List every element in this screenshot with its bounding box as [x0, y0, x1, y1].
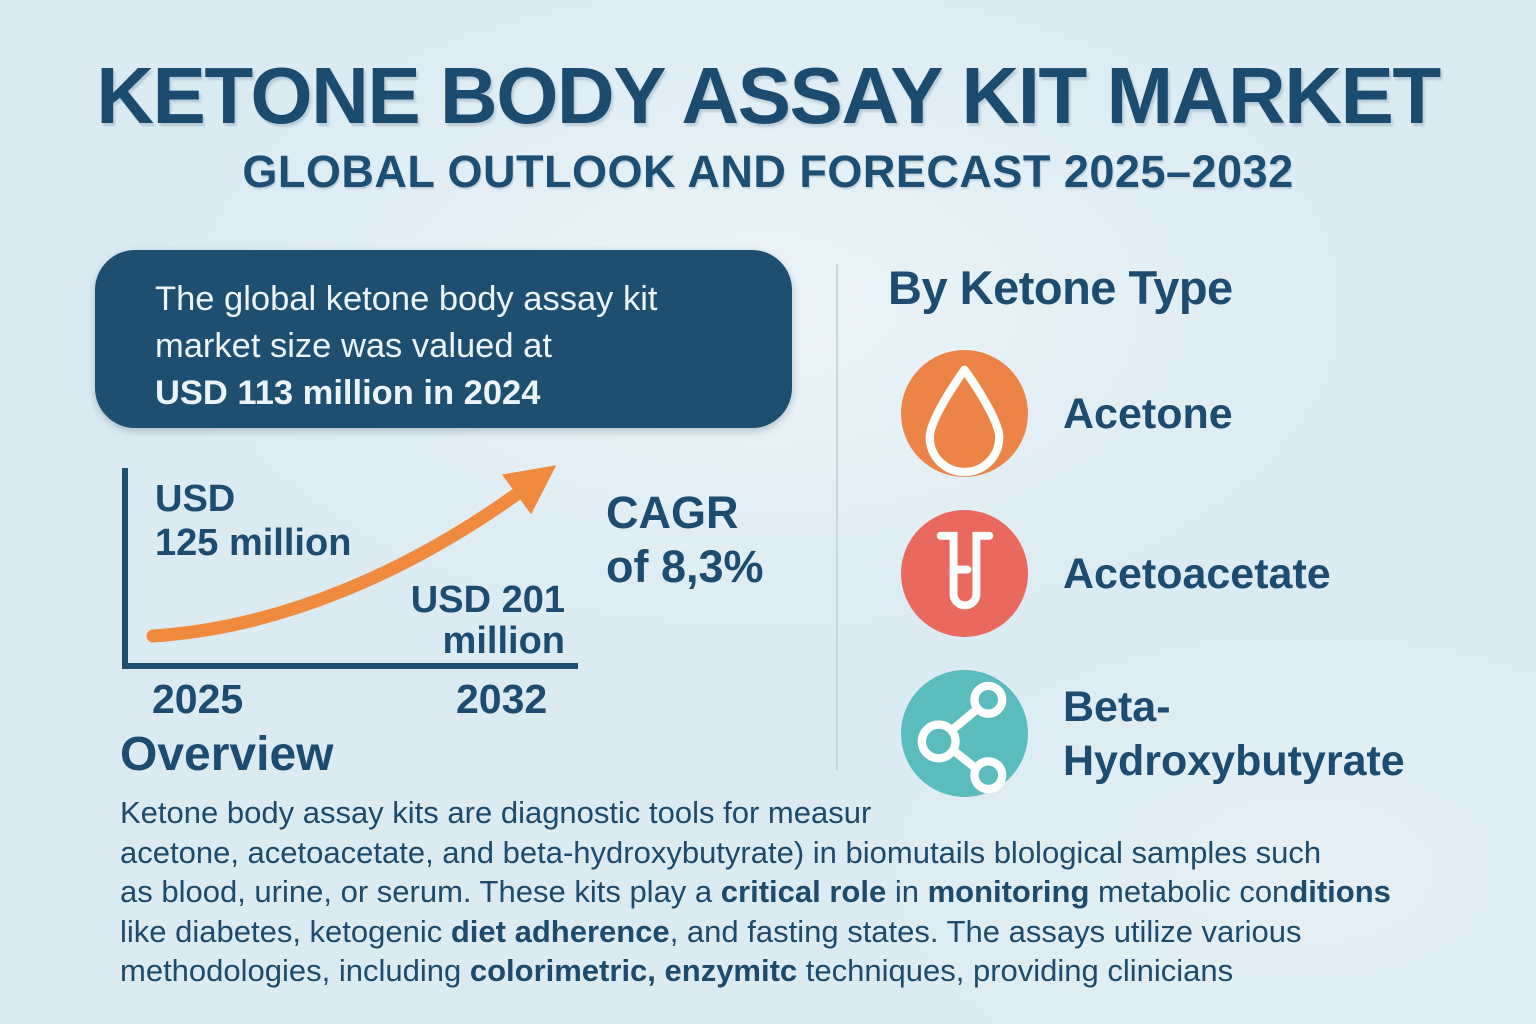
- cagr-line-2: of 8,3%: [606, 541, 764, 592]
- test-tube-icon: [936, 531, 994, 610]
- vertical-divider: [836, 264, 838, 770]
- chart-axes: [122, 468, 578, 669]
- legend-item-acetone: Acetone: [901, 350, 1461, 478]
- start-label-line-1: USD: [155, 478, 236, 520]
- highlight-line-1: The global ketone body assay kit: [155, 280, 658, 318]
- acetoacetate-label: Acetoacetate: [1063, 550, 1331, 598]
- page-title: KETONE BODY ASSAY KIT MARKET: [96, 51, 1441, 140]
- droplet-icon: [925, 365, 1004, 477]
- overview-line-4: like diabetes, ketogenic diet adherence,…: [120, 913, 1302, 949]
- highlight-line-2: market size was valued at: [155, 327, 552, 365]
- growth-arrow-icon: [146, 465, 557, 643]
- growth-chart: [122, 465, 578, 669]
- overview-line-5: methodologies, including colorimetric, e…: [120, 953, 1234, 988]
- overview-line-1: Ketone body assay kits are diagnostic to…: [120, 795, 872, 830]
- beta-label-line-1: Beta-: [1063, 683, 1171, 731]
- cagr-line-1: CAGR: [606, 487, 739, 538]
- ketone-type-heading: By Ketone Type: [888, 261, 1233, 314]
- overview-line-2: acetone, acetoacetate, and beta-hydroxyb…: [120, 834, 1322, 870]
- chart-end-value-label: USD 201 million: [360, 580, 565, 662]
- molecule-icon: [917, 681, 1007, 794]
- x-tick-2025: 2025: [152, 676, 244, 722]
- chart-start-value-label: USD 125 million: [155, 477, 351, 565]
- market-size-highlight-box: The global ketone body assay kit market …: [95, 250, 792, 428]
- acetone-circle: [901, 350, 1028, 477]
- end-label-line-2: million: [442, 620, 565, 662]
- highlight-line-3: USD 113 million in 2024: [155, 374, 541, 412]
- end-label-line-1: USD 201: [410, 579, 565, 621]
- legend-item-beta-hydroxybutyrate: Beta- Hydroxybutyrate: [901, 670, 1461, 798]
- overview-heading: Overview: [120, 728, 334, 781]
- overview-line-3: as blood, urine, or serum. These kits pl…: [120, 874, 1391, 909]
- page-subtitle: GLOBAL OUTLOOK AND FORECAST 2025–2032: [242, 146, 1294, 197]
- legend-item-acetoacetate: Acetoacetate: [901, 510, 1461, 638]
- start-label-line-2: 125 million: [155, 522, 352, 564]
- beta-hydroxybutyrate-label: Beta- Hydroxybutyrate: [1063, 680, 1405, 788]
- beta-label-line-2: Hydroxybutyrate: [1063, 737, 1405, 785]
- cagr-label: CAGR of 8,3%: [606, 486, 764, 594]
- acetone-label: Acetone: [1063, 390, 1233, 438]
- x-tick-2032: 2032: [456, 676, 548, 722]
- overview-paragraph: Ketone body assay kits are diagnostic to…: [120, 793, 1391, 991]
- beta-hydroxybutyrate-circle: [901, 670, 1028, 797]
- acetoacetate-circle: [901, 510, 1028, 637]
